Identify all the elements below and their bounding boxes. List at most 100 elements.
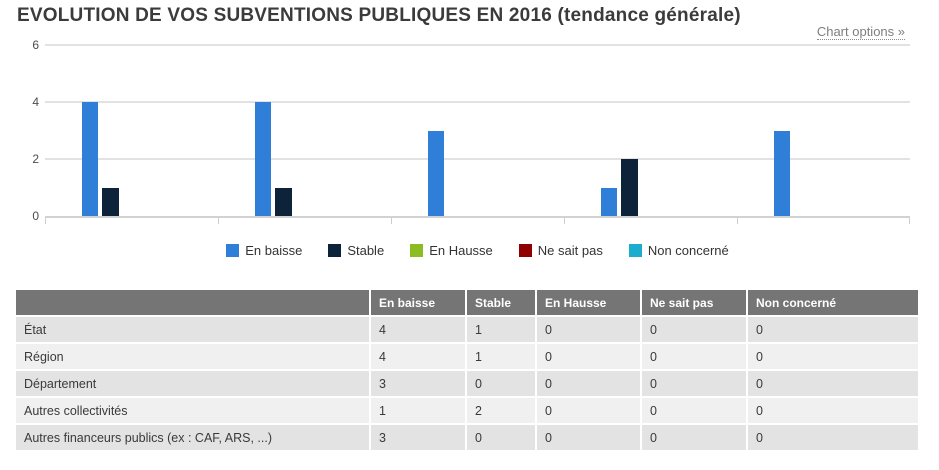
cell-value: 0 [642, 371, 746, 396]
bar-slot [446, 45, 467, 216]
row-label: Autres financeurs publics (ex : CAF, ARS… [16, 425, 369, 450]
bar-slot [855, 45, 876, 216]
bar-group [737, 45, 910, 216]
column-header: En Hausse [537, 290, 640, 315]
y-axis-label: 6 [32, 38, 39, 52]
bar-slot [336, 45, 357, 216]
gridline [45, 100, 910, 103]
legend-item[interactable]: En baisse [226, 243, 302, 258]
bar-group-inner [599, 45, 703, 216]
bar-slot [682, 45, 703, 216]
legend-label: En Hausse [429, 243, 493, 258]
bar-slot [273, 45, 294, 216]
legend-swatch [226, 244, 240, 257]
column-header: Ne sait pas [642, 290, 746, 315]
cell-value: 0 [642, 425, 746, 450]
cell-value: 0 [537, 344, 640, 369]
bar-slot [619, 45, 640, 216]
bar-group [45, 45, 218, 216]
bar [102, 187, 120, 216]
column-header: En baisse [371, 290, 465, 315]
cell-value: 2 [467, 398, 535, 423]
bar-slot [488, 45, 509, 216]
cell-value: 0 [748, 371, 918, 396]
y-axis-label: 2 [32, 151, 39, 166]
bar-slot [661, 45, 682, 216]
table-row: Autres financeurs publics (ex : CAF, ARS… [16, 425, 918, 450]
legend-item[interactable]: Ne sait pas [518, 243, 603, 258]
cell-value: 0 [642, 317, 746, 342]
bar-group [391, 45, 564, 216]
bar-slot [294, 45, 315, 216]
legend-swatch [628, 244, 642, 257]
bar-group-inner [426, 45, 530, 216]
x-axis-tick [391, 218, 392, 224]
legend-label: Non concerné [647, 243, 729, 258]
cell-value: 0 [537, 425, 640, 450]
cell-value: 0 [748, 398, 918, 423]
bar-group-inner [253, 45, 357, 216]
bar-slot [772, 45, 793, 216]
bar-slot [142, 45, 163, 216]
table-row: Autres collectivités 1 2 0 0 0 [16, 398, 918, 423]
bar-slot [467, 45, 488, 216]
legend-item[interactable]: En Hausse [410, 243, 493, 258]
bar-slot [100, 45, 121, 216]
chart-plot: 0 2 4 6 [32, 38, 910, 224]
bar-group-inner [80, 45, 184, 216]
bar [773, 130, 791, 216]
column-header: Non concerné [748, 290, 918, 315]
legend-item[interactable]: Non concerné [628, 243, 729, 258]
x-axis-tick [909, 218, 910, 224]
gridline [45, 157, 910, 160]
row-label: Département [16, 371, 369, 396]
bar-slot [315, 45, 336, 216]
table-head: En baisse Stable En Hausse Ne sait pas Non c… [16, 290, 918, 315]
table-row: Département 3 0 0 0 0 [16, 371, 918, 396]
data-table: En baisse Stable En Hausse Ne sait pas Non c… [14, 288, 920, 452]
legend-item[interactable]: Stable [328, 243, 384, 258]
bar-slot [121, 45, 142, 216]
cell-value: 0 [537, 317, 640, 342]
cell-value: 0 [537, 371, 640, 396]
gridline [45, 44, 910, 46]
table-header-row: En baisse Stable En Hausse Ne sait pas Non c… [16, 290, 918, 315]
legend-swatch [410, 244, 424, 257]
cell-value: 0 [748, 344, 918, 369]
y-axis-label: 4 [32, 94, 39, 109]
bar-group [218, 45, 391, 216]
cell-value: 0 [748, 317, 918, 342]
row-label: Région [16, 344, 369, 369]
cell-value: 4 [371, 317, 465, 342]
cell-value: 0 [642, 398, 746, 423]
table-body: État 4 1 0 0 0 Région 4 1 0 0 0 Département 3 0 0 0 0 Autr… [16, 317, 918, 450]
x-axis-tick [564, 218, 565, 224]
bar-group [564, 45, 737, 216]
chart-options-link[interactable]: Chart options » [816, 24, 905, 40]
bar-slot [792, 45, 813, 216]
cell-value: 4 [371, 344, 465, 369]
bar [254, 102, 272, 216]
cell-value: 0 [467, 371, 535, 396]
bar-slot [834, 45, 855, 216]
bar-slot [163, 45, 184, 216]
bar-slot [640, 45, 661, 216]
column-header [16, 290, 369, 315]
cell-value: 3 [371, 371, 465, 396]
bar-slot [80, 45, 101, 216]
legend-label: En baisse [245, 243, 303, 258]
legend-swatch [518, 244, 532, 257]
cell-value: 3 [371, 425, 465, 450]
bar [600, 187, 618, 216]
chart-title: EVOLUTION DE VOS SUBVENTIONS PUBLIQUES E… [17, 5, 741, 26]
y-axis-label: 0 [32, 209, 39, 223]
cell-value: 0 [642, 344, 746, 369]
bar [81, 102, 99, 216]
column-header: Stable [467, 290, 535, 315]
table-row: État 4 1 0 0 0 [16, 317, 918, 342]
cell-value: 0 [537, 398, 640, 423]
cell-value: 0 [467, 425, 535, 450]
bar-slot [813, 45, 834, 216]
cell-value: 1 [467, 344, 535, 369]
